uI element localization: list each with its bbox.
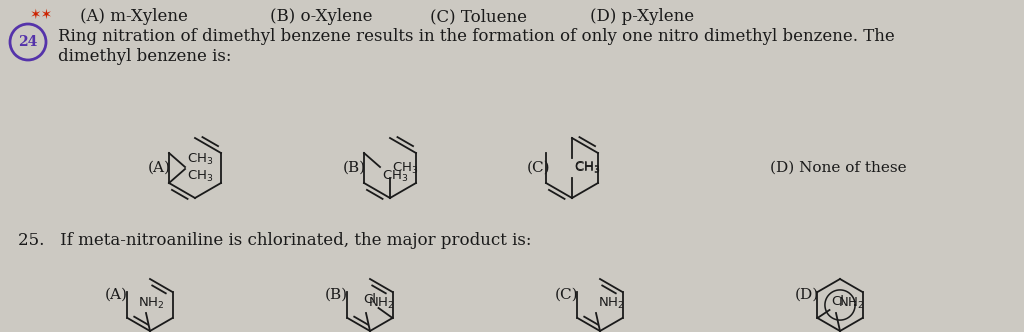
Text: (C) Toluene: (C) Toluene [430,8,527,25]
Text: (B): (B) [325,288,348,302]
Text: (B): (B) [343,161,367,175]
Text: (D) None of these: (D) None of these [770,161,906,175]
Text: 25.   If meta-nitroaniline is chlorinated, the major product is:: 25. If meta-nitroaniline is chlorinated,… [18,232,531,249]
Text: CH$_3$: CH$_3$ [187,169,213,184]
Text: NH$_2$: NH$_2$ [838,296,864,311]
Text: (D) p-Xylene: (D) p-Xylene [590,8,694,25]
Text: ✶✶: ✶✶ [30,8,53,22]
Text: (B) o-Xylene: (B) o-Xylene [270,8,373,25]
Text: dimethyl benzene is:: dimethyl benzene is: [58,48,231,65]
Text: CH$_3$: CH$_3$ [187,152,213,167]
Text: (A) m-Xylene: (A) m-Xylene [80,8,187,25]
Text: Ring nitration of dimethyl benzene results in the formation of only one nitro di: Ring nitration of dimethyl benzene resul… [58,28,895,45]
Text: 24: 24 [18,35,38,49]
Text: CH$_3$: CH$_3$ [392,161,419,176]
Text: (A): (A) [105,288,128,302]
Text: (A): (A) [148,161,171,175]
Text: CH$_3$: CH$_3$ [574,161,600,176]
Text: CH$_3$: CH$_3$ [574,160,600,175]
Text: CH$_3$: CH$_3$ [382,169,409,184]
Text: NH$_2$: NH$_2$ [138,296,165,311]
Text: NH$_2$: NH$_2$ [368,296,394,311]
Text: (D): (D) [795,288,819,302]
Text: NH$_2$: NH$_2$ [598,296,625,311]
Text: Cl: Cl [364,293,377,306]
Text: (C): (C) [555,288,579,302]
Text: Cl: Cl [831,295,845,308]
Text: (C): (C) [527,161,551,175]
